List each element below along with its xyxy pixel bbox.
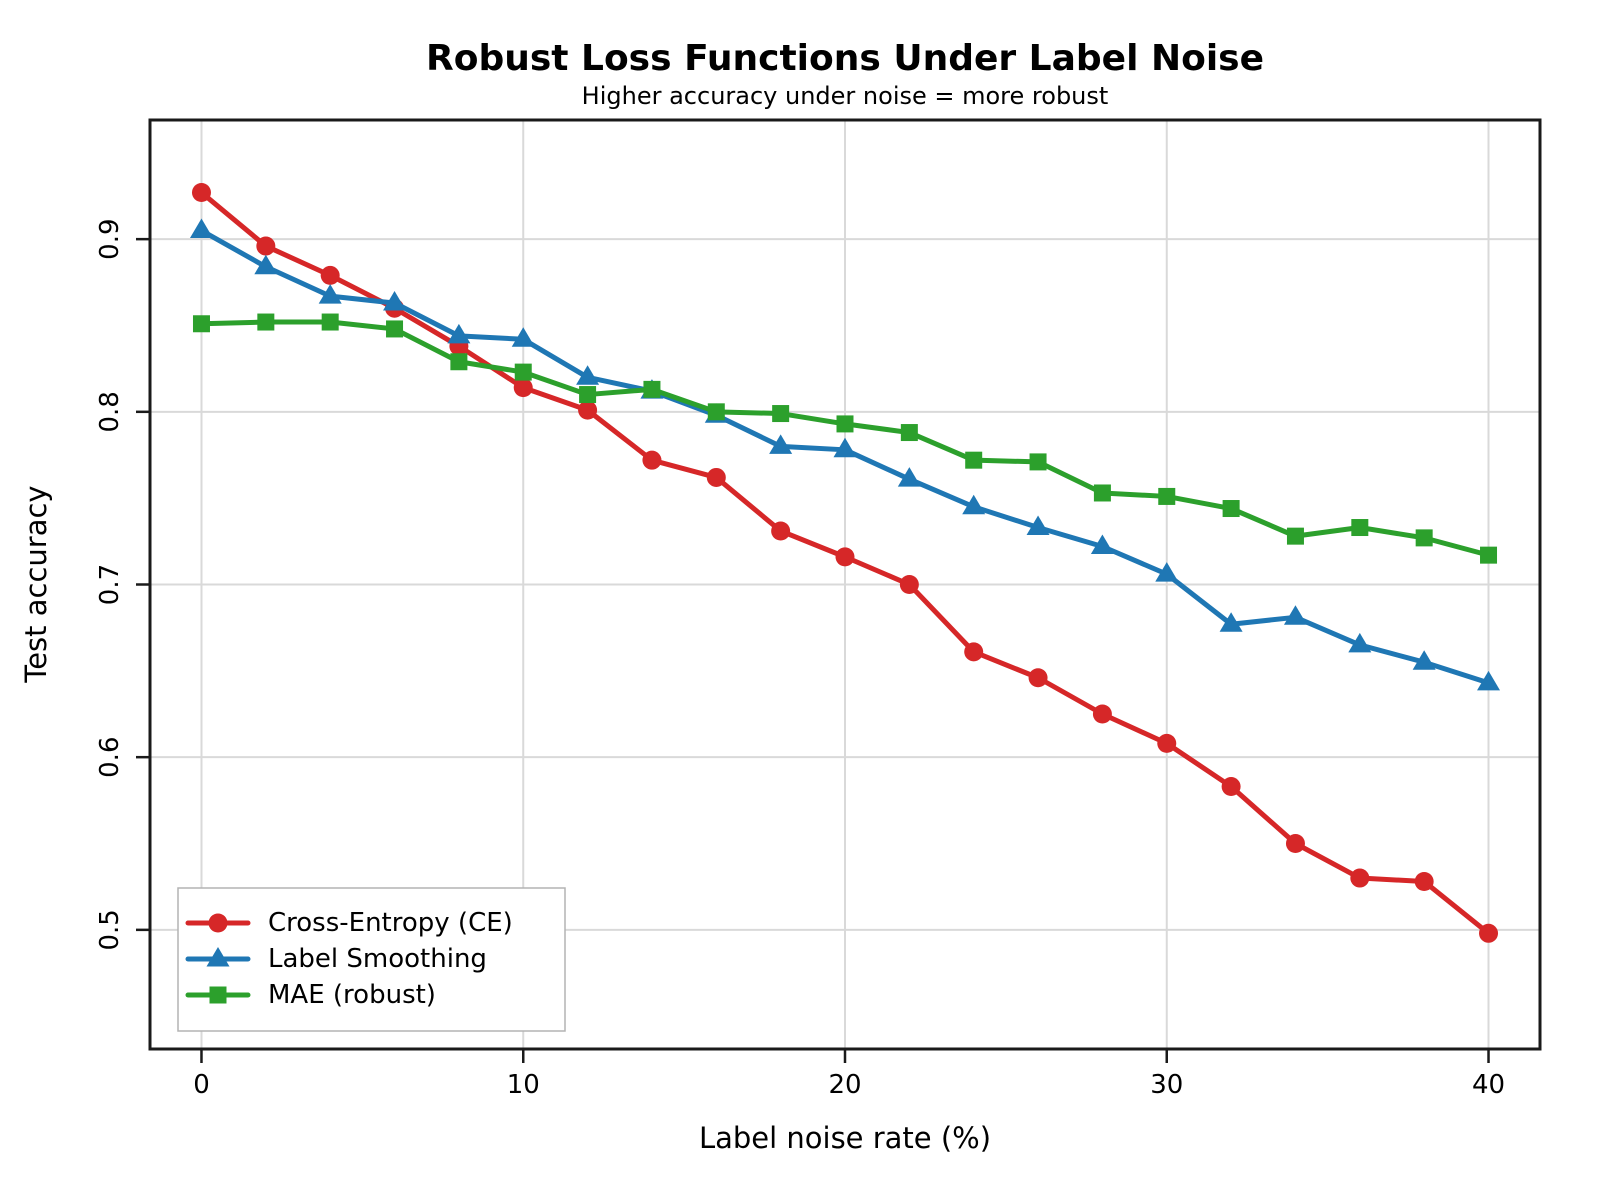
data-point-cross-entropy-ce-20 [835, 547, 855, 567]
legend-label-label-smoothing: Label Smoothing [268, 944, 487, 974]
data-point-mae-robust-36 [1351, 519, 1369, 537]
data-point-cross-entropy-ce-26 [1028, 668, 1048, 688]
data-point-label-smoothing-38 [1412, 650, 1436, 670]
axis-layer: 0 10 20 30 40 0.5 0.6 0.7 0.8 0.9 [95, 218, 1505, 1100]
legend: Cross-Entropy (CE) Label Smoothing MAE (ro… [177, 887, 566, 1032]
data-point-label-smoothing-20 [833, 437, 857, 458]
plot-frame-border [148, 118, 1542, 1051]
data-point-label-smoothing-10 [511, 327, 535, 347]
data-point-cross-entropy-ce-10 [513, 378, 533, 398]
data-point-label-smoothing-32 [1219, 612, 1243, 632]
data-point-mae-robust-12 [579, 386, 597, 404]
data-point-cross-entropy-ce-4 [320, 265, 340, 285]
data-point-mae-robust-20 [836, 415, 854, 433]
chart-title: Robust Loss Functions Under Label Noise [426, 38, 1264, 79]
data-point-mae-robust-30 [1158, 487, 1176, 505]
data-point-mae-robust-0 [192, 315, 210, 333]
y-tick-label-0.5: 0.5 [95, 909, 125, 950]
data-point-label-smoothing-2 [254, 254, 278, 275]
data-point-label-smoothing-22 [897, 467, 921, 487]
legend-swatch-marker-cross-entropy-ce [208, 913, 228, 933]
data-point-cross-entropy-ce-32 [1221, 777, 1241, 797]
y-tick-label-0.7: 0.7 [95, 564, 125, 605]
data-point-label-smoothing-6 [383, 291, 407, 311]
legend-swatch-marker-mae-robust [209, 986, 227, 1004]
data-point-cross-entropy-ce-22 [899, 575, 919, 594]
x-tick-label-10: 10 [507, 1070, 540, 1100]
data-point-cross-entropy-ce-34 [1285, 834, 1305, 854]
data-point-mae-robust-8 [450, 353, 468, 371]
x-tick-label-40: 40 [1472, 1070, 1505, 1100]
data-point-cross-entropy-ce-40 [1479, 923, 1499, 943]
legend-label-cross-entropy-ce: Cross-Entropy (CE) [268, 908, 513, 938]
data-point-cross-entropy-ce-16 [706, 467, 726, 487]
legend-label-mae-robust: MAE (robust) [268, 980, 436, 1010]
data-point-mae-robust-32 [1222, 500, 1240, 518]
data-point-cross-entropy-ce-38 [1414, 872, 1434, 892]
data-point-label-smoothing-26 [1026, 515, 1050, 536]
data-point-label-smoothing-24 [962, 494, 986, 515]
data-point-mae-robust-26 [1029, 453, 1047, 471]
data-point-cross-entropy-ce-14 [642, 450, 662, 470]
data-point-mae-robust-10 [514, 363, 532, 381]
data-point-mae-robust-6 [386, 320, 404, 338]
data-point-mae-robust-34 [1286, 527, 1304, 545]
data-point-label-smoothing-4 [318, 284, 342, 304]
data-point-cross-entropy-ce-18 [771, 521, 791, 541]
data-point-mae-robust-28 [1093, 484, 1111, 502]
data-point-cross-entropy-ce-12 [578, 400, 598, 420]
data-point-label-smoothing-40 [1477, 670, 1501, 691]
data-point-mae-robust-40 [1480, 546, 1498, 564]
data-point-label-smoothing-34 [1283, 605, 1307, 625]
data-point-mae-robust-22 [900, 424, 918, 442]
data-point-mae-robust-2 [257, 313, 275, 331]
data-point-cross-entropy-ce-24 [964, 642, 984, 662]
x-tick-label-20: 20 [828, 1070, 861, 1100]
y-tick-label-0.8: 0.8 [95, 391, 125, 432]
data-point-mae-robust-4 [321, 313, 339, 331]
data-point-cross-entropy-ce-36 [1350, 868, 1370, 888]
y-tick-label-0.9: 0.9 [95, 218, 125, 259]
x-tick-label-30: 30 [1150, 1070, 1183, 1100]
x-axis-title: Label noise rate (%) [699, 1121, 991, 1155]
data-point-cross-entropy-ce-2 [256, 236, 276, 256]
data-point-cross-entropy-ce-30 [1157, 733, 1177, 753]
data-point-cross-entropy-ce-28 [1092, 704, 1112, 724]
data-point-cross-entropy-ce-0 [191, 183, 211, 203]
legend-swatch-marker-label-smoothing [206, 947, 230, 967]
x-tick-label-0: 0 [193, 1070, 210, 1100]
data-point-mae-robust-18 [772, 405, 790, 423]
data-point-mae-robust-38 [1415, 529, 1433, 547]
data-point-label-smoothing-36 [1348, 632, 1372, 653]
y-axis-title: Test accuracy [19, 485, 53, 683]
data-point-mae-robust-24 [965, 451, 983, 469]
chart-subtitle: Higher accuracy under noise = more robus… [582, 82, 1109, 110]
data-point-label-smoothing-8 [447, 323, 471, 344]
data-point-label-smoothing-0 [189, 218, 213, 239]
data-point-mae-robust-14 [643, 380, 661, 398]
data-point-label-smoothing-28 [1090, 534, 1114, 555]
series-layer [189, 183, 1501, 943]
data-point-label-smoothing-30 [1155, 562, 1179, 582]
data-point-label-smoothing-18 [769, 434, 793, 454]
y-tick-label-0.6: 0.6 [95, 736, 125, 777]
data-point-label-smoothing-12 [576, 365, 600, 385]
data-point-mae-robust-16 [707, 403, 725, 421]
